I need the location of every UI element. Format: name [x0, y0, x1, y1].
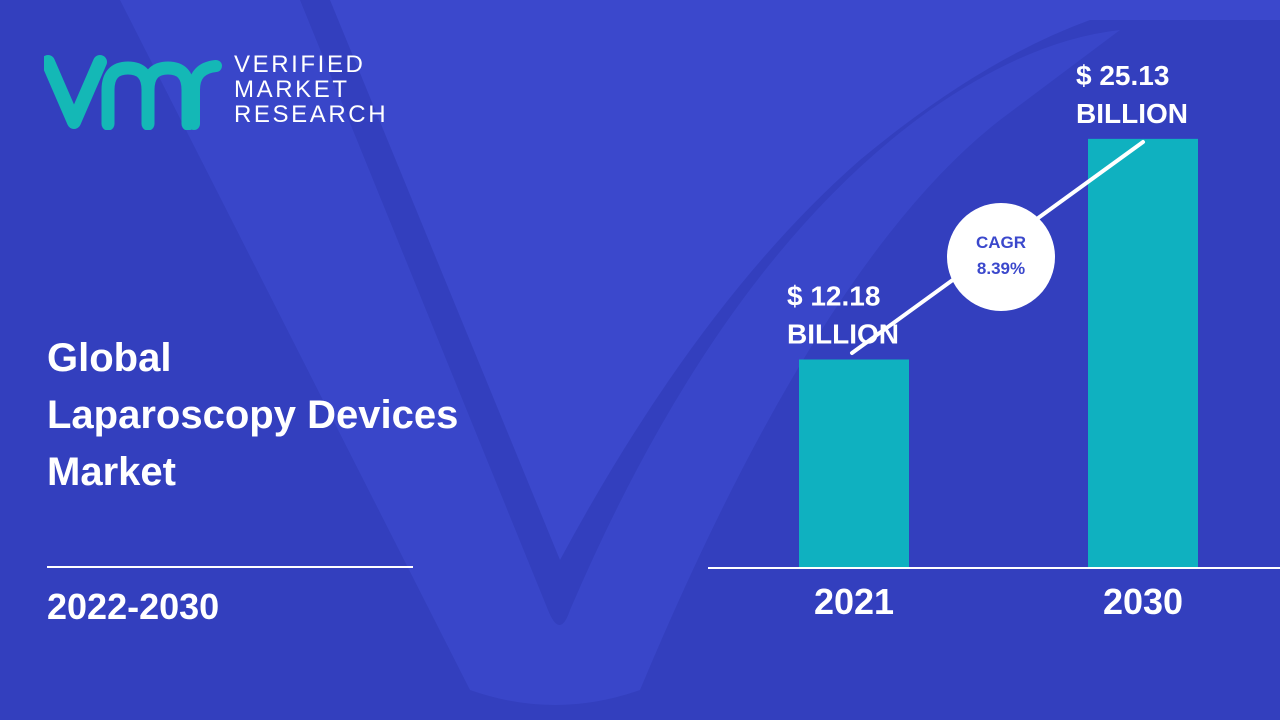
cagr-label: CAGR	[976, 233, 1026, 252]
bar-2030	[1088, 138, 1198, 567]
brand-line-3: RESEARCH	[234, 101, 389, 128]
title-line-1: Global	[47, 336, 172, 380]
title-line-2: Laparoscopy Devices	[47, 393, 459, 437]
bar-2021	[799, 359, 909, 567]
background-v-inner	[120, 0, 1120, 705]
brand-line-2: MARKET	[234, 76, 350, 103]
brand-logo: VERIFIED MARKET RESEARCH	[44, 50, 404, 130]
brand-line-1: VERIFIED	[234, 51, 366, 78]
cagr-value: 8.39%	[977, 259, 1025, 278]
title-line-3: Market	[47, 450, 176, 494]
data-label-unit-2021: BILLION	[787, 318, 899, 349]
x-tick-label-2021: 2021	[814, 581, 894, 622]
cagr-badge	[947, 203, 1055, 311]
title-divider	[47, 566, 413, 568]
brand-name: VERIFIED MARKET RESEARCH	[234, 52, 388, 127]
x-tick-label-2030: 2030	[1103, 581, 1183, 622]
vmr-logo-icon	[44, 55, 222, 130]
page-title: Global Laparoscopy Devices Market	[47, 330, 667, 501]
forecast-period: 2022-2030	[47, 586, 220, 627]
data-label-value-2021: $ 12.18	[787, 280, 880, 311]
data-label-unit-2030: BILLION	[1076, 98, 1188, 129]
data-label-value-2030: $ 25.13	[1076, 60, 1169, 91]
